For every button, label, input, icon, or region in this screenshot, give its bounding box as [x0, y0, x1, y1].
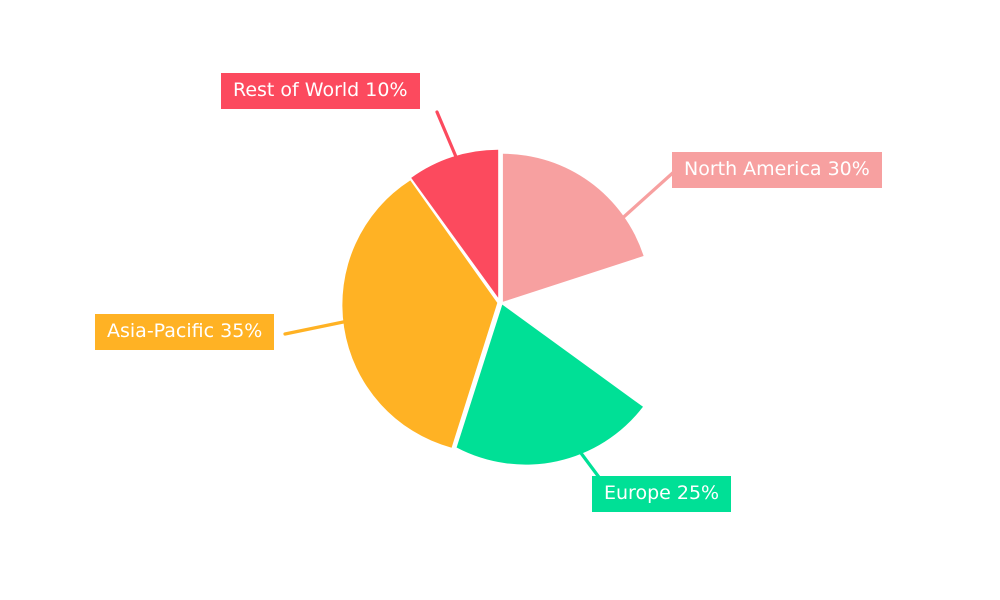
pie-slice-europe[interactable] — [456, 304, 643, 465]
pie-label-north-america[interactable]: North America 30% — [672, 152, 882, 188]
pie-wedges — [342, 149, 644, 465]
pie-label-asia-pacific-text: Asia-Pacific 35% — [107, 320, 263, 342]
pie-label-europe-text: Europe 25% — [604, 482, 720, 504]
pie-label-rest-of-world-text: Rest of World 10% — [233, 79, 408, 101]
pie-slice-north-america[interactable] — [502, 153, 644, 302]
pie-label-europe[interactable]: Europe 25% — [592, 476, 732, 512]
leader-line-asia-pacific — [283, 318, 355, 336]
leader-line-north-america — [615, 168, 678, 225]
pie-label-rest-of-world[interactable]: Rest of World 10% — [221, 73, 420, 109]
pie-slice-rest-of-world[interactable] — [411, 149, 499, 298]
pie-label-asia-pacific[interactable]: Asia-Pacific 35% — [95, 314, 275, 350]
pie-label-north-america-text: North America 30% — [684, 158, 870, 180]
pie-slice-asia-pacific[interactable] — [342, 180, 498, 448]
